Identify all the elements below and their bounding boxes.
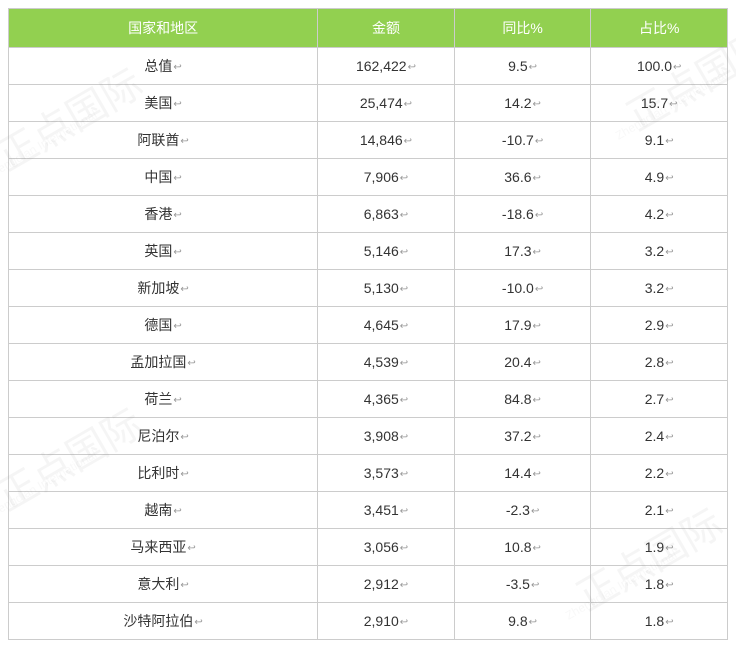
cell-amount: 4,539↩ <box>318 344 455 381</box>
cell-yoy: 10.8↩ <box>454 529 591 566</box>
table-row: 孟加拉国↩4,539↩20.4↩2.8↩ <box>9 344 728 381</box>
cell-amount: 3,451↩ <box>318 492 455 529</box>
cell-amount: 14,846↩ <box>318 122 455 159</box>
cell-region: 总值↩ <box>9 48 318 85</box>
table-row: 英国↩5,146↩17.3↩3.2↩ <box>9 233 728 270</box>
cell-share: 100.0↩ <box>591 48 728 85</box>
cell-yoy: 9.5↩ <box>454 48 591 85</box>
cell-amount: 6,863↩ <box>318 196 455 233</box>
table-row: 意大利↩2,912↩-3.5↩1.8↩ <box>9 566 728 603</box>
cell-region: 比利时↩ <box>9 455 318 492</box>
cell-yoy: -3.5↩ <box>454 566 591 603</box>
cell-region: 德国↩ <box>9 307 318 344</box>
cell-yoy: 84.8↩ <box>454 381 591 418</box>
cell-amount: 3,573↩ <box>318 455 455 492</box>
table-row: 比利时↩3,573↩14.4↩2.2↩ <box>9 455 728 492</box>
cell-amount: 4,365↩ <box>318 381 455 418</box>
cell-region: 新加坡↩ <box>9 270 318 307</box>
cell-share: 1.9↩ <box>591 529 728 566</box>
cell-region: 越南↩ <box>9 492 318 529</box>
cell-yoy: 17.9↩ <box>454 307 591 344</box>
cell-share: 2.4↩ <box>591 418 728 455</box>
table-row: 阿联酋↩14,846↩-10.7↩9.1↩ <box>9 122 728 159</box>
table-row: 德国↩4,645↩17.9↩2.9↩ <box>9 307 728 344</box>
cell-share: 3.2↩ <box>591 270 728 307</box>
cell-share: 4.2↩ <box>591 196 728 233</box>
table-row: 中国↩7,906↩36.6↩4.9↩ <box>9 159 728 196</box>
cell-region: 意大利↩ <box>9 566 318 603</box>
cell-share: 2.9↩ <box>591 307 728 344</box>
cell-region: 马来西亚↩ <box>9 529 318 566</box>
cell-yoy: 9.8↩ <box>454 603 591 640</box>
cell-yoy: 14.4↩ <box>454 455 591 492</box>
table-row: 沙特阿拉伯↩2,910↩9.8↩1.8↩ <box>9 603 728 640</box>
cell-amount: 162,422↩ <box>318 48 455 85</box>
cell-region: 中国↩ <box>9 159 318 196</box>
cell-yoy: 37.2↩ <box>454 418 591 455</box>
cell-yoy: -18.6↩ <box>454 196 591 233</box>
header-region: 国家和地区 <box>9 9 318 48</box>
cell-amount: 2,912↩ <box>318 566 455 603</box>
cell-share: 3.2↩ <box>591 233 728 270</box>
cell-amount: 2,910↩ <box>318 603 455 640</box>
cell-share: 2.8↩ <box>591 344 728 381</box>
cell-amount: 7,906↩ <box>318 159 455 196</box>
cell-share: 4.9↩ <box>591 159 728 196</box>
header-yoy: 同比% <box>454 9 591 48</box>
cell-region: 孟加拉国↩ <box>9 344 318 381</box>
table-row: 美国↩25,474↩14.2↩15.7↩ <box>9 85 728 122</box>
cell-yoy: -2.3↩ <box>454 492 591 529</box>
cell-share: 9.1↩ <box>591 122 728 159</box>
header-share: 占比% <box>591 9 728 48</box>
cell-yoy: 20.4↩ <box>454 344 591 381</box>
cell-share: 2.1↩ <box>591 492 728 529</box>
cell-region: 荷兰↩ <box>9 381 318 418</box>
cell-region: 香港↩ <box>9 196 318 233</box>
cell-amount: 3,056↩ <box>318 529 455 566</box>
cell-share: 1.8↩ <box>591 603 728 640</box>
data-table: 国家和地区 金额 同比% 占比% 总值↩162,422↩9.5↩100.0↩美国… <box>8 8 728 640</box>
cell-yoy: -10.7↩ <box>454 122 591 159</box>
cell-amount: 3,908↩ <box>318 418 455 455</box>
cell-share: 2.2↩ <box>591 455 728 492</box>
table-body: 总值↩162,422↩9.5↩100.0↩美国↩25,474↩14.2↩15.7… <box>9 48 728 640</box>
table-row: 尼泊尔↩3,908↩37.2↩2.4↩ <box>9 418 728 455</box>
cell-region: 沙特阿拉伯↩ <box>9 603 318 640</box>
table-row: 马来西亚↩3,056↩10.8↩1.9↩ <box>9 529 728 566</box>
cell-share: 15.7↩ <box>591 85 728 122</box>
header-row: 国家和地区 金额 同比% 占比% <box>9 9 728 48</box>
cell-region: 尼泊尔↩ <box>9 418 318 455</box>
cell-amount: 25,474↩ <box>318 85 455 122</box>
cell-amount: 4,645↩ <box>318 307 455 344</box>
table-row: 总值↩162,422↩9.5↩100.0↩ <box>9 48 728 85</box>
table-row: 香港↩6,863↩-18.6↩4.2↩ <box>9 196 728 233</box>
table-row: 新加坡↩5,130↩-10.0↩3.2↩ <box>9 270 728 307</box>
cell-yoy: 36.6↩ <box>454 159 591 196</box>
cell-yoy: -10.0↩ <box>454 270 591 307</box>
cell-region: 英国↩ <box>9 233 318 270</box>
table-container: 国家和地区 金额 同比% 占比% 总值↩162,422↩9.5↩100.0↩美国… <box>8 8 728 640</box>
table-row: 越南↩3,451↩-2.3↩2.1↩ <box>9 492 728 529</box>
header-amount: 金额 <box>318 9 455 48</box>
cell-region: 美国↩ <box>9 85 318 122</box>
cell-region: 阿联酋↩ <box>9 122 318 159</box>
cell-share: 1.8↩ <box>591 566 728 603</box>
cell-yoy: 14.2↩ <box>454 85 591 122</box>
cell-yoy: 17.3↩ <box>454 233 591 270</box>
cell-share: 2.7↩ <box>591 381 728 418</box>
cell-amount: 5,146↩ <box>318 233 455 270</box>
cell-amount: 5,130↩ <box>318 270 455 307</box>
table-row: 荷兰↩4,365↩84.8↩2.7↩ <box>9 381 728 418</box>
